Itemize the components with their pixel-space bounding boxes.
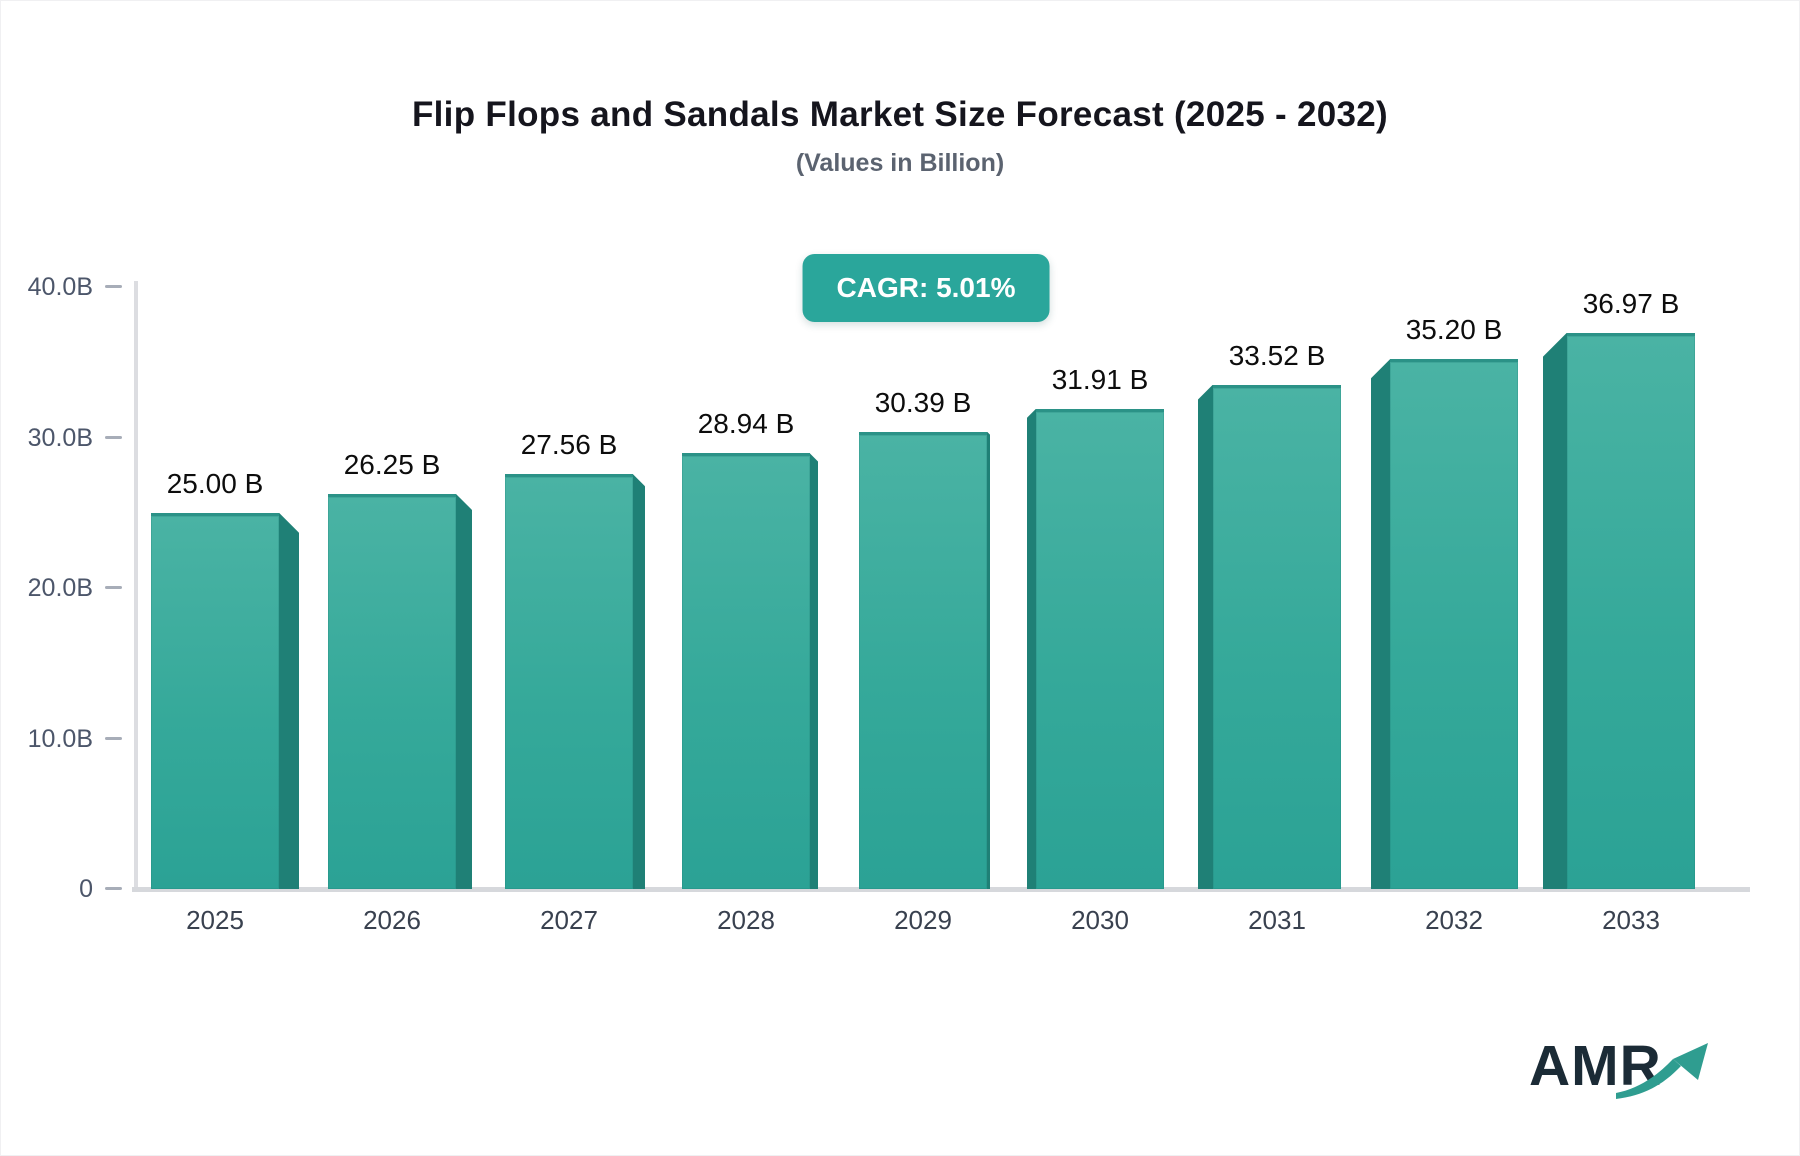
bar-value-label: 31.91 B [1051, 363, 1149, 395]
bar-2032 [1371, 359, 1518, 889]
x-axis-label: 2030 [1071, 905, 1129, 935]
bar-side-face [1543, 332, 1567, 889]
chart-subtitle: (Values in Billion) [795, 149, 1005, 177]
y-axis-line [134, 281, 138, 891]
x-axis-label: 2025 [186, 905, 244, 935]
bar-side-face [456, 493, 472, 889]
x-axis-label: 2027 [540, 905, 598, 935]
cagr-badge: CAGR: 5.01% [802, 254, 1050, 322]
bar-value-label: 26.25 B [343, 448, 441, 480]
bar-value-label: 35.20 B [1405, 314, 1503, 346]
y-axis-tick [105, 586, 122, 589]
y-axis-tick [105, 736, 122, 740]
y-axis-tick-label: 10.0B [27, 724, 93, 753]
bar-side-face [1198, 384, 1213, 889]
bar-2028 [682, 453, 818, 889]
x-axis-label: 2033 [1602, 905, 1660, 935]
x-axis-label: 2032 [1425, 905, 1483, 935]
x-axis-line [132, 887, 1750, 892]
bar-side-face [1027, 408, 1036, 889]
y-axis-tick-label: 40.0B [27, 273, 93, 301]
bar-2029 [859, 431, 990, 889]
bar-value-label: 30.39 B [874, 386, 972, 418]
bar-value-label: 36.97 B [1582, 287, 1680, 319]
amr-logo: AMR [1521, 1031, 1741, 1111]
y-axis-tick-label: 20.0B [27, 574, 93, 602]
bar-side-face [279, 512, 299, 889]
y-axis-tick-label: 0 [79, 875, 93, 903]
bar-2026 [328, 493, 472, 889]
trend-up-arrow-icon [1616, 1043, 1708, 1099]
bar-side-face [810, 453, 818, 889]
bar-2025 [151, 512, 299, 889]
x-axis-label: 2028 [717, 905, 775, 935]
chart-title: Flip Flops and Sandals Market Size Forec… [411, 95, 1389, 134]
bar-2027 [505, 474, 645, 889]
bar-value-label: 33.52 B [1228, 339, 1326, 371]
bar-value-label: 25.00 B [166, 467, 264, 499]
bar-2033 [1543, 332, 1695, 889]
x-axis-label: 2026 [363, 905, 421, 935]
bar-value-label: 28.94 B [697, 408, 795, 440]
x-axis-label: 2031 [1248, 905, 1306, 935]
y-axis-tick-label: 30.0B [27, 423, 93, 452]
bar-value-label: 27.56 B [520, 429, 618, 461]
y-axis-tick [105, 887, 122, 890]
bar-2031 [1198, 384, 1341, 889]
bar-2030 [1027, 408, 1164, 889]
bar-side-face [1371, 359, 1390, 889]
y-axis-tick [105, 285, 122, 288]
bar-side-face [987, 431, 990, 889]
x-axis-label: 2029 [894, 905, 952, 935]
bar-side-face [633, 474, 645, 889]
y-axis-tick [105, 435, 122, 439]
